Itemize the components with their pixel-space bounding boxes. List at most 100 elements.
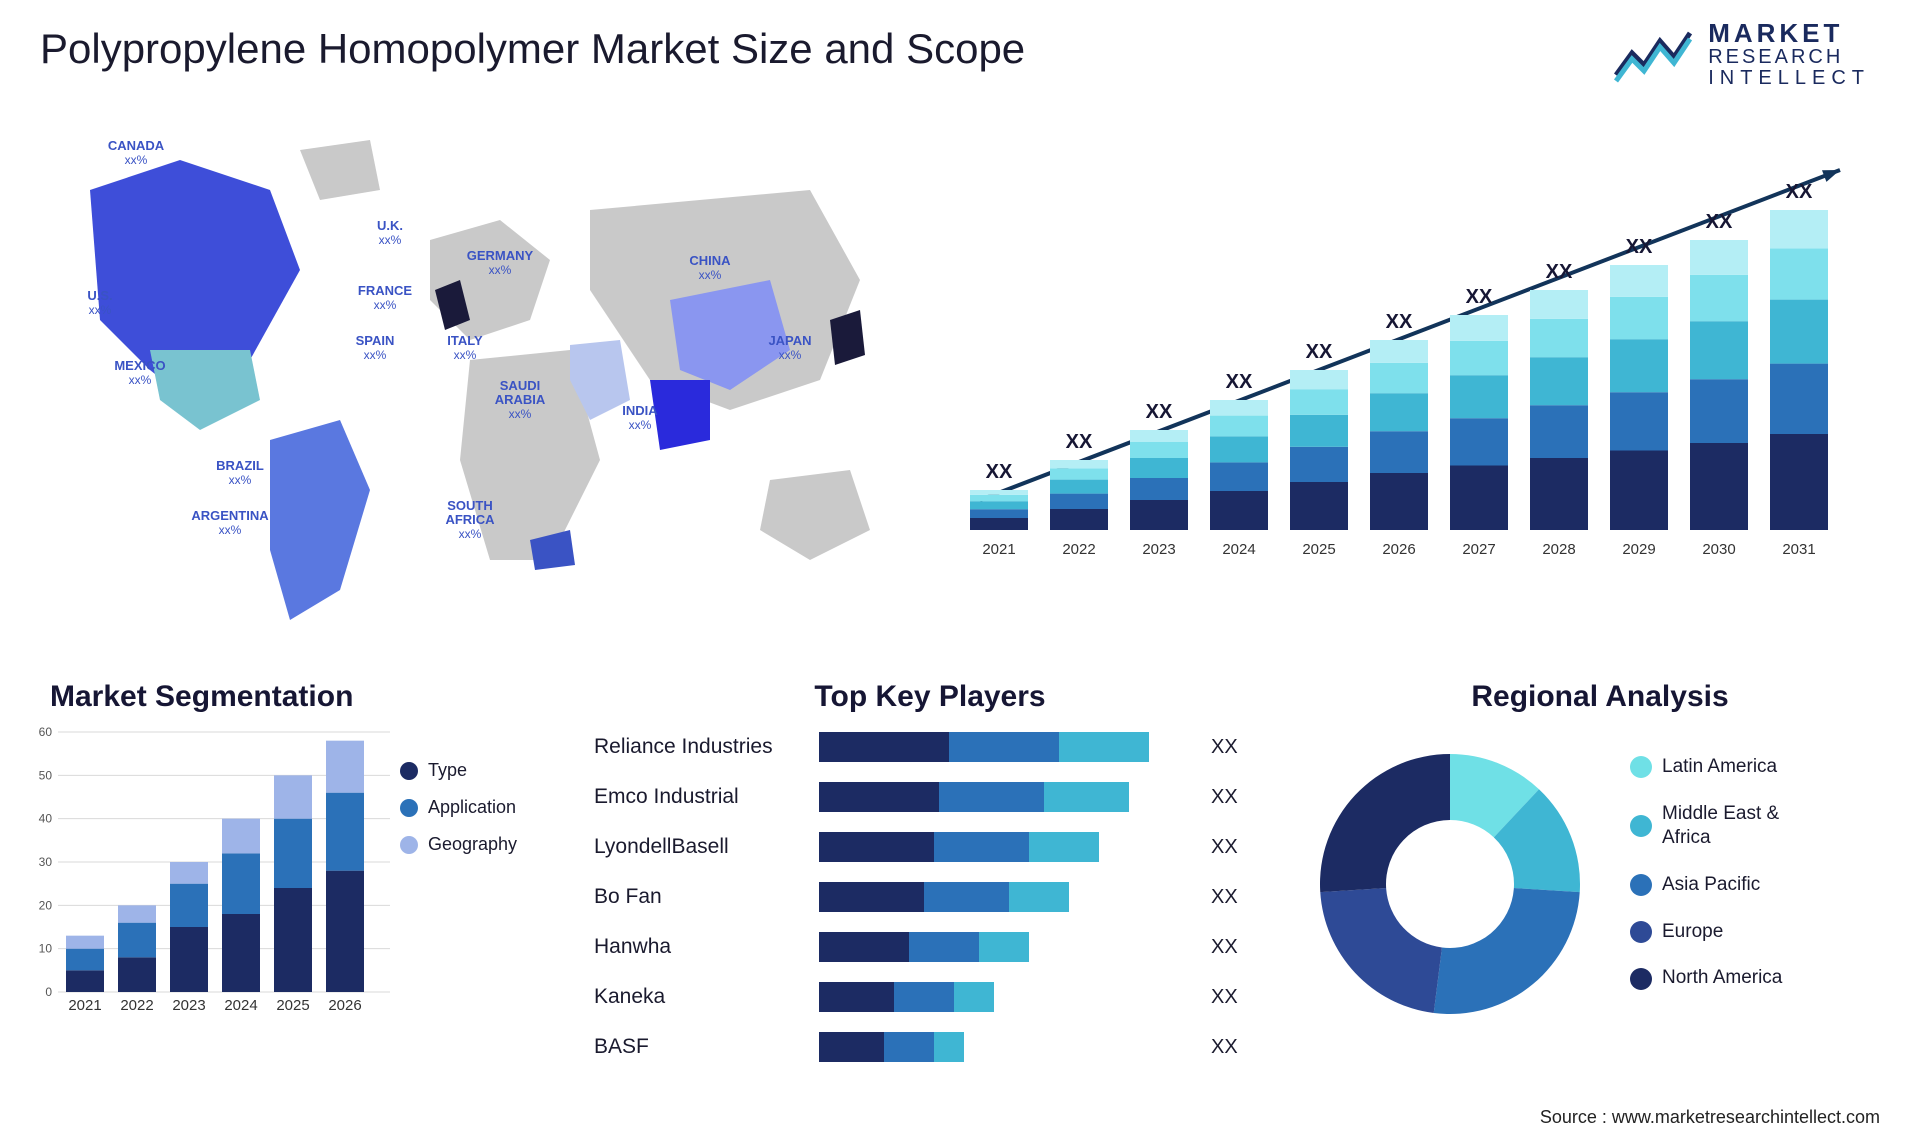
key-player-name: Bo Fan — [590, 885, 805, 909]
bar-segment — [909, 932, 979, 962]
key-player-bar — [819, 782, 1189, 812]
key-player-name: Reliance Industries — [590, 735, 805, 759]
bar-segment — [894, 982, 954, 1012]
legend-swatch-icon — [1630, 815, 1652, 837]
svg-text:2031: 2031 — [1782, 541, 1815, 558]
segmentation-legend-item: Type — [400, 760, 517, 781]
bar-segment — [884, 1032, 934, 1062]
svg-text:0: 0 — [45, 985, 52, 999]
legend-label: Europe — [1662, 920, 1723, 945]
svg-text:2029: 2029 — [1622, 541, 1655, 558]
bar-segment — [819, 732, 949, 762]
svg-text:xx%: xx% — [379, 233, 402, 247]
svg-text:CANADA: CANADA — [108, 138, 165, 153]
legend-swatch-icon — [400, 762, 418, 780]
svg-text:GERMANY: GERMANY — [467, 248, 534, 263]
svg-text:20: 20 — [39, 898, 53, 912]
svg-text:xx%: xx% — [219, 523, 242, 537]
key-player-bar — [819, 732, 1189, 762]
segmentation-section: Market Segmentation 01020304050602021202… — [30, 680, 570, 1100]
key-player-value: XX — [1211, 886, 1238, 909]
bar-segment — [819, 882, 924, 912]
svg-text:XX: XX — [1706, 211, 1733, 233]
svg-text:50: 50 — [39, 768, 53, 782]
world-map: CANADAxx%U.S.xx%MEXICOxx%BRAZILxx%ARGENT… — [30, 120, 910, 640]
svg-text:2022: 2022 — [120, 997, 153, 1014]
svg-text:XX: XX — [1146, 401, 1173, 423]
bar-segment — [1009, 882, 1069, 912]
svg-text:SOUTH: SOUTH — [447, 498, 493, 513]
legend-label: Geography — [428, 834, 517, 855]
legend-swatch-icon — [1630, 921, 1652, 943]
regional-legend-item: Middle East &Africa — [1630, 802, 1782, 851]
svg-text:xx%: xx% — [629, 418, 652, 432]
key-player-bar — [819, 882, 1189, 912]
bar-segment — [949, 732, 1059, 762]
legend-swatch-icon — [400, 799, 418, 817]
svg-text:xx%: xx% — [509, 407, 532, 421]
key-player-value: XX — [1211, 986, 1238, 1009]
key-player-value: XX — [1211, 736, 1238, 759]
key-player-row: Kaneka XX — [590, 972, 1270, 1022]
page-title: Polypropylene Homopolymer Market Size an… — [40, 25, 1025, 73]
bar-segment — [954, 982, 994, 1012]
bar-segment — [979, 932, 1029, 962]
svg-text:XX: XX — [986, 461, 1013, 483]
svg-text:2021: 2021 — [982, 541, 1015, 558]
svg-text:40: 40 — [39, 812, 53, 826]
svg-text:MEXICO: MEXICO — [114, 358, 165, 373]
svg-text:xx%: xx% — [229, 473, 252, 487]
legend-swatch-icon — [1630, 874, 1652, 896]
svg-text:2026: 2026 — [1382, 541, 1415, 558]
svg-text:10: 10 — [39, 942, 53, 956]
svg-text:FRANCE: FRANCE — [358, 283, 412, 298]
key-players-section: Top Key Players Reliance Industries XX Emc… — [590, 680, 1270, 1110]
svg-text:XX: XX — [1786, 181, 1813, 203]
segmentation-legend-item: Application — [400, 797, 517, 818]
key-player-row: Hanwha XX — [590, 922, 1270, 972]
regional-donut-chart — [1300, 734, 1600, 1034]
regional-legend-item: Asia Pacific — [1630, 873, 1782, 898]
bar-segment — [819, 1032, 884, 1062]
svg-text:2028: 2028 — [1542, 541, 1575, 558]
key-player-name: Hanwha — [590, 935, 805, 959]
svg-text:CHINA: CHINA — [689, 253, 731, 268]
svg-text:xx%: xx% — [459, 527, 482, 541]
svg-text:XX: XX — [1546, 261, 1573, 283]
key-player-row: BASFXX — [590, 1022, 1270, 1072]
growth-bar-chart: XX2021XX2022XX2023XX2024XX2025XX2026XX20… — [950, 130, 1870, 620]
svg-text:xx%: xx% — [129, 373, 152, 387]
svg-text:INDIA: INDIA — [622, 403, 658, 418]
svg-text:2021: 2021 — [68, 997, 101, 1014]
svg-text:ARGENTINA: ARGENTINA — [191, 508, 269, 523]
key-players-title: Top Key Players — [590, 680, 1270, 714]
svg-text:2023: 2023 — [1142, 541, 1175, 558]
key-player-name: BASF — [590, 1035, 805, 1059]
legend-swatch-icon — [1630, 756, 1652, 778]
regional-legend: Latin AmericaMiddle East &AfricaAsia Pac… — [1630, 755, 1782, 1013]
key-player-row: Reliance Industries XX — [590, 722, 1270, 772]
bar-segment — [934, 832, 1029, 862]
svg-text:60: 60 — [39, 725, 53, 739]
svg-text:XX: XX — [1226, 371, 1253, 393]
logo-text-1: MARKET — [1708, 20, 1870, 47]
key-player-row: Emco IndustrialXX — [590, 772, 1270, 822]
svg-text:2030: 2030 — [1702, 541, 1735, 558]
key-player-bar — [819, 1032, 1189, 1062]
segmentation-title: Market Segmentation — [50, 680, 570, 714]
bar-segment — [924, 882, 1009, 912]
key-player-value: XX — [1211, 936, 1238, 959]
bar-segment — [1029, 832, 1099, 862]
svg-text:xx%: xx% — [779, 348, 802, 362]
legend-label: Asia Pacific — [1662, 873, 1760, 898]
svg-text:2026: 2026 — [328, 997, 361, 1014]
brand-logo: MARKET RESEARCH INTELLECT — [1614, 20, 1870, 89]
svg-text:xx%: xx% — [364, 348, 387, 362]
svg-text:U.S.: U.S. — [87, 288, 112, 303]
legend-label: North America — [1662, 966, 1782, 991]
key-player-bar — [819, 982, 1189, 1012]
bar-segment — [819, 982, 894, 1012]
svg-text:XX: XX — [1626, 236, 1653, 258]
bar-segment — [934, 1032, 964, 1062]
key-player-name: Kaneka — [590, 985, 805, 1009]
